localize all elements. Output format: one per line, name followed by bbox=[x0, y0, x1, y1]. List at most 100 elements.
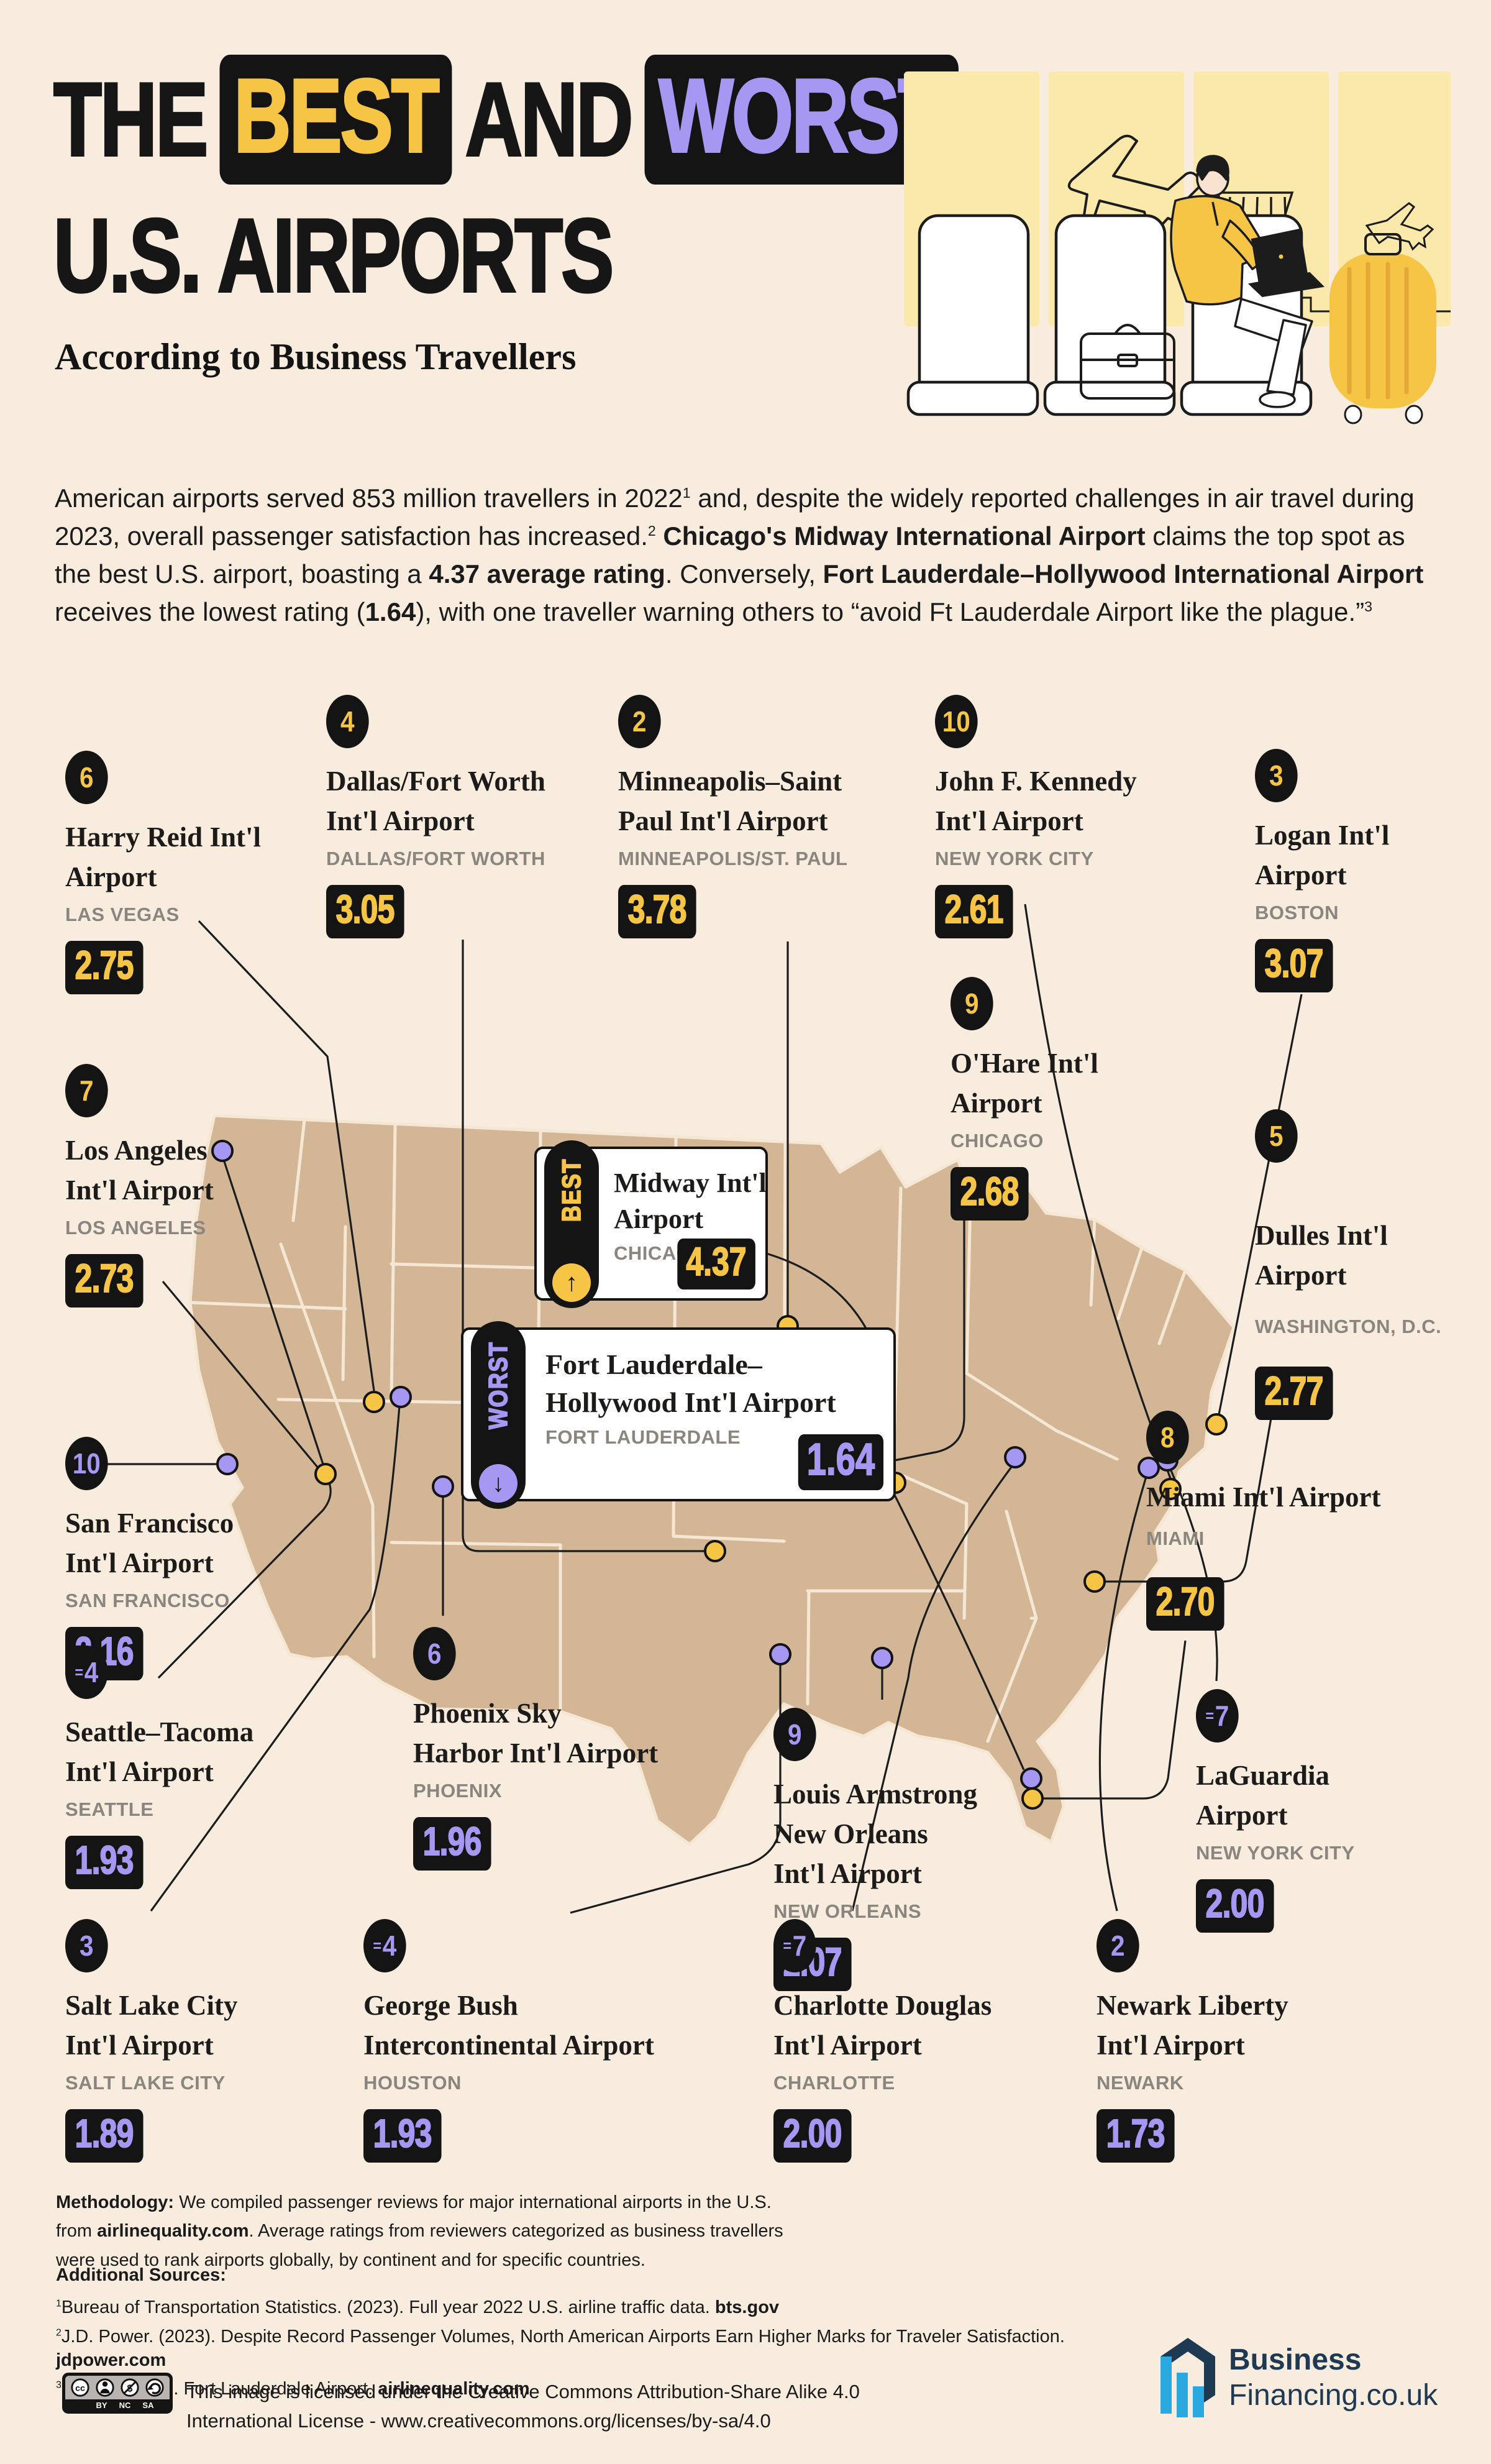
title-best-tag: BEST bbox=[219, 55, 452, 185]
airport-city: PHOENIX bbox=[413, 1779, 503, 1802]
worst-airport-callout: WORST ↓ Fort Lauderdale– Hollywood Int'l … bbox=[461, 1321, 896, 1509]
svg-text:$: $ bbox=[127, 2384, 133, 2394]
airport-dot-las bbox=[363, 1391, 385, 1413]
worst-airport-city: FORT LAUDERDALE bbox=[545, 1426, 741, 1449]
airport-label-slc: 3 Salt Lake City Int'l Airport SALT LAKE CI… bbox=[65, 1919, 238, 2163]
worst-airport-rating: 1.64 bbox=[798, 1434, 883, 1490]
airport-name: Miami Int'l Airport bbox=[1146, 1482, 1381, 1513]
airport-name: Seattle–Tacoma Int'l Airport bbox=[65, 1716, 254, 1787]
traveller-sweater bbox=[1170, 195, 1264, 306]
leader-line-las bbox=[198, 920, 375, 1391]
best-pill: BEST ↑ bbox=[544, 1140, 599, 1308]
traveller-shin bbox=[1266, 319, 1307, 396]
airport-city: LAS VEGAS bbox=[65, 903, 180, 925]
airport-dot-iah bbox=[769, 1643, 791, 1665]
airport-rating: 3.07 bbox=[1255, 938, 1333, 992]
airport-label-sfo: 10 San Francisco Int'l Airport SAN FRANCISC… bbox=[65, 1437, 234, 1680]
airport-label-jfk: 10 John F. Kennedy Int'l Airport NEW YORK C… bbox=[935, 695, 1137, 938]
airport-rating: 2.70 bbox=[1146, 1577, 1224, 1631]
airport-label-clt: = 7 Charlotte Douglas Int'l Airport CHARLOTT… bbox=[773, 1919, 992, 2163]
airport-name: San Francisco Int'l Airport bbox=[65, 1508, 234, 1578]
cc-nc-icon: $ bbox=[121, 2378, 139, 2397]
leader-line-ord bbox=[894, 1211, 965, 1462]
worst-airport-name: Fort Lauderdale– Hollywood Int'l Airport bbox=[545, 1349, 836, 1418]
intro-paragraph: American airports served 853 million tra… bbox=[55, 483, 1424, 626]
airport-rating: 1.89 bbox=[65, 2109, 144, 2163]
airport-label-lga: = 7 LaGuardia Airport NEW YORK CITY 2.00 bbox=[1196, 1689, 1355, 1933]
rank-badge: 9 bbox=[773, 1708, 816, 1761]
arrow-down-icon: ↓ bbox=[479, 1464, 518, 1503]
traveller-tie bbox=[1211, 201, 1219, 226]
license-line-1: This image is licensed under the Creativ… bbox=[186, 2381, 860, 2402]
best-airport-name: Midway Int'l Airport bbox=[614, 1168, 767, 1235]
airport-dot-sea bbox=[211, 1140, 234, 1162]
svg-text:cc: cc bbox=[75, 2383, 85, 2393]
laptop-icon bbox=[1247, 228, 1325, 298]
best-pill-label: BEST bbox=[556, 1158, 586, 1222]
worst-pill-label: WORST bbox=[483, 1341, 513, 1430]
airport-name: Dallas/Fort Worth Int'l Airport bbox=[326, 766, 545, 836]
airport-dot-sfo bbox=[216, 1453, 239, 1475]
airport-name: LaGuardia Airport bbox=[1196, 1760, 1330, 1831]
leader-lines bbox=[93, 904, 1303, 1914]
businessfinancing-logo-icon bbox=[1160, 2338, 1215, 2417]
leader-line-mia bbox=[1042, 1640, 1187, 1800]
airport-city: NEW ORLEANS bbox=[773, 1900, 921, 1922]
rank-badge: 3 bbox=[65, 1919, 108, 1972]
leader-line-jfk bbox=[1024, 904, 1172, 1479]
title-and: AND bbox=[464, 60, 634, 179]
airport-label-iah: = 4 George Bush Intercontinental Airport HOU… bbox=[363, 1919, 654, 2163]
airport-label-vegas: 6 Harry Reid Int'l Airport LAS VEGAS 2.75 bbox=[65, 751, 261, 994]
airport-dot-fll bbox=[1020, 1767, 1042, 1790]
rank-badge: 2 bbox=[618, 695, 661, 748]
rank-badge: = 7 bbox=[773, 1919, 816, 1972]
airport-dot-msy bbox=[871, 1647, 893, 1669]
airport-name: Newark Liberty Int'l Airport bbox=[1097, 1990, 1288, 2061]
title-the: THE bbox=[52, 60, 209, 179]
traveller-hair bbox=[1196, 155, 1229, 181]
airport-label-ohare: 9 O'Hare Int'l Airport CHICAGO 2.68 bbox=[951, 977, 1098, 1221]
leader-line-sea bbox=[157, 1159, 332, 1679]
airport-city: SALT LAKE CITY bbox=[65, 2071, 226, 2094]
rank-badge: 6 bbox=[413, 1627, 456, 1680]
rank-badge: 3 bbox=[1255, 749, 1298, 802]
cc-icons: cc $ bbox=[65, 2376, 170, 2399]
airport-name: Louis Armstrong New Orleans Int'l Airport bbox=[773, 1779, 977, 1889]
page-subtitle: According to Business Travellers bbox=[55, 336, 577, 377]
airport-label-ewr: 2 Newark Liberty Int'l Airport NEWARK 1.73 bbox=[1097, 1919, 1288, 2163]
leader-line-clt bbox=[851, 1465, 1014, 1912]
logo-line-2: Financing.co.uk bbox=[1229, 2378, 1438, 2412]
airport-label-phx: 6 Phoenix Sky Harbor Int'l Airport PHOENIX 1… bbox=[413, 1627, 658, 1871]
airport-traveller-illustration bbox=[904, 71, 1451, 424]
leader-line-iah bbox=[570, 1664, 782, 1914]
license-text: This image is licensed under the Creativ… bbox=[186, 2378, 860, 2435]
airport-city: BOSTON bbox=[1255, 901, 1339, 923]
rank-badge: = 4 bbox=[363, 1919, 406, 1972]
best-airport-callout: BEST ↑ Midway Int'l Airport CHICAGO 4.37 bbox=[534, 1140, 768, 1308]
airport-name: O'Hare Int'l Airport bbox=[951, 1048, 1098, 1119]
airport-rating: 2.61 bbox=[935, 884, 1013, 938]
airport-rating: 2.68 bbox=[951, 1166, 1029, 1221]
airport-rating: 3.78 bbox=[618, 884, 696, 938]
worst-pill: WORST ↓ bbox=[471, 1321, 526, 1509]
airport-city: CHARLOTTE bbox=[773, 2071, 895, 2094]
leader-line-dfw bbox=[462, 940, 704, 1552]
airport-city: LOS ANGELES bbox=[65, 1216, 206, 1239]
airport-rating: 2.77 bbox=[1255, 1366, 1333, 1420]
airport-rating: 1.96 bbox=[413, 1816, 491, 1871]
leader-line-slc bbox=[150, 1405, 401, 1912]
airport-name: Salt Lake City Int'l Airport bbox=[65, 1990, 238, 2061]
rank-badge: 9 bbox=[951, 977, 993, 1030]
rank-badge: = 7 bbox=[1196, 1689, 1239, 1743]
airport-city: DALLAS/FORT WORTH bbox=[326, 847, 545, 869]
airport-city: MINNEAPOLIS/ST. PAUL bbox=[618, 847, 848, 869]
airport-name: Charlotte Douglas Int'l Airport bbox=[773, 1990, 992, 2061]
rank-badge: 5 bbox=[1255, 1109, 1298, 1163]
airport-city: HOUSTON bbox=[363, 2071, 462, 2094]
airport-city: SAN FRANCISCO bbox=[65, 1589, 230, 1611]
airport-rating: 1.73 bbox=[1097, 2109, 1175, 2163]
airport-dot-mia bbox=[1021, 1787, 1044, 1810]
airport-city: SEATTLE bbox=[65, 1798, 154, 1820]
airport-label-mia: 8 Miami Int'l Airport MIAMI 2.70 bbox=[1146, 1411, 1380, 1631]
